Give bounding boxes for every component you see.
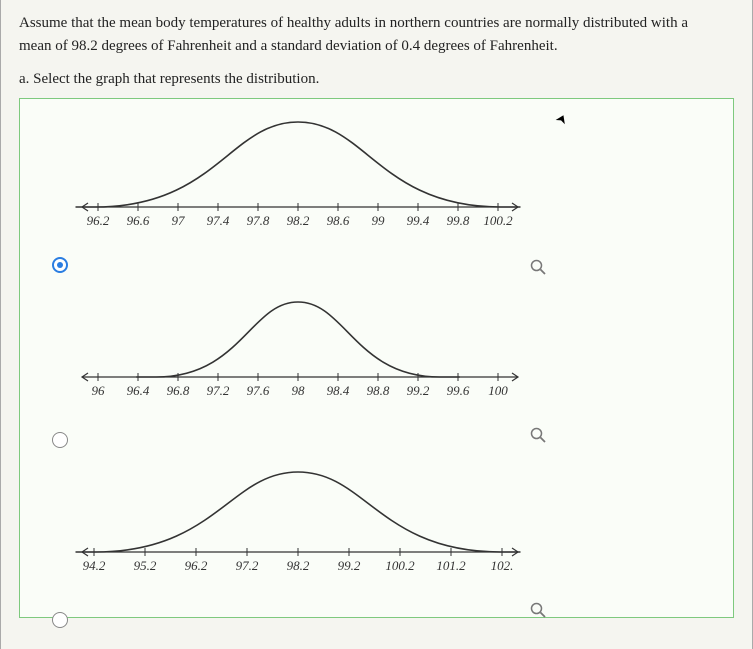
tick-label: 101.2 [433, 558, 469, 574]
option-3-radio[interactable] [52, 612, 68, 628]
tick-label: 98.4 [320, 383, 356, 399]
tick-label: 99.2 [331, 558, 367, 574]
tick-label: 97.6 [240, 383, 276, 399]
option-1-zoom-icon[interactable] [530, 259, 546, 275]
option-3-zoom-icon[interactable] [530, 602, 546, 618]
tick-label: 99.6 [440, 383, 476, 399]
option-1-chart: 96.296.69797.497.898.298.69999.499.8100.… [70, 107, 540, 237]
option-2-tick-labels: 9696.496.897.297.69898.498.899.299.6100 [70, 383, 540, 405]
option-2-zoom-icon[interactable] [530, 427, 546, 443]
tick-label: 98.8 [360, 383, 396, 399]
option-1-radio[interactable] [52, 257, 68, 273]
tick-label: 98.2 [280, 213, 316, 229]
stem-line-1: Assume that the mean body temperatures o… [19, 15, 688, 31]
tick-label: 99.2 [400, 383, 436, 399]
tick-label: 96.2 [80, 213, 116, 229]
tick-label: 96.6 [120, 213, 156, 229]
tick-label: 96.8 [160, 383, 196, 399]
tick-label: 100 [480, 383, 516, 399]
tick-label: 97.4 [200, 213, 236, 229]
tick-label: 97.2 [200, 383, 236, 399]
option-2[interactable]: 9696.496.897.297.69898.498.899.299.6100 [20, 277, 733, 452]
tick-label: 99.4 [400, 213, 436, 229]
tick-label: 97 [160, 213, 196, 229]
option-3-chart: 94.2 95.2 96.2 97.2 98.2 99.2 100.2 101.2 102. [70, 452, 540, 582]
option-2-chart: 9696.496.897.297.69898.498.899.299.6100 [70, 277, 540, 407]
option-3-tick-labels: 94.2 95.2 96.2 97.2 98.2 99.2 100.2 101.2 102. [70, 558, 540, 580]
option-2-radio[interactable] [52, 432, 68, 448]
tick-label: 102. [484, 558, 520, 574]
tick-label: 96.2 [178, 558, 214, 574]
tick-label: 98.2 [280, 558, 316, 574]
tick-label: 96 [80, 383, 116, 399]
tick-label: 97.8 [240, 213, 276, 229]
option-3[interactable]: 94.2 95.2 96.2 97.2 98.2 99.2 100.2 101.2 102. [20, 452, 733, 622]
tick-label: 99 [360, 213, 396, 229]
stem-line-2: mean of 98.2 degrees of Fahrenheit and a… [19, 38, 558, 54]
option-1-tick-labels: 96.296.69797.497.898.298.69999.499.8100.… [70, 213, 540, 235]
tick-label: 98.6 [320, 213, 356, 229]
question-part-a: a. Select the graph that represents the … [19, 71, 734, 88]
tick-label: 97.2 [229, 558, 265, 574]
tick-label: 95.2 [127, 558, 163, 574]
tick-label: 96.4 [120, 383, 156, 399]
answer-options-area: ➤ 96.296.69797.497.898.298.69999.499.810… [19, 98, 734, 618]
tick-label: 99.8 [440, 213, 476, 229]
tick-label: 94.2 [76, 558, 112, 574]
page-container: Assume that the mean body temperatures o… [0, 0, 753, 649]
option-1[interactable]: 96.296.69797.497.898.298.69999.499.8100.… [20, 107, 733, 277]
tick-label: 98 [280, 383, 316, 399]
tick-label: 100.2 [382, 558, 418, 574]
question-stem: Assume that the mean body temperatures o… [19, 12, 734, 57]
tick-label: 100.2 [480, 213, 516, 229]
